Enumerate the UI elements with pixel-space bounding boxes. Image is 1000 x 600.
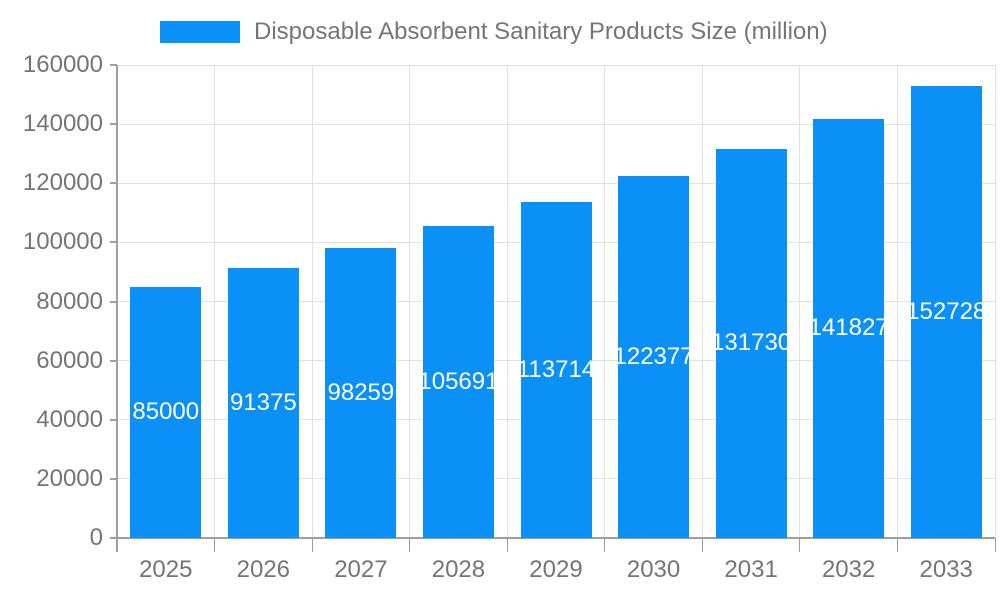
x-axis-tick <box>604 538 606 552</box>
bar <box>910 86 982 538</box>
y-axis-tick <box>110 359 117 362</box>
x-axis-tick <box>311 538 313 552</box>
y-axis-tick <box>110 241 117 244</box>
x-axis-tick <box>994 538 996 552</box>
x-tick-label: 2029 <box>529 556 583 583</box>
y-tick-label: 20000 <box>36 464 103 492</box>
bar-value-label: 152728 <box>906 298 987 326</box>
bar-value-label: 85000 <box>132 398 200 426</box>
gridline-vertical <box>506 65 508 538</box>
bar <box>422 225 494 538</box>
y-axis-tick <box>110 182 117 185</box>
bar <box>520 201 592 538</box>
x-axis-tick <box>799 538 801 552</box>
x-tick-label: 2032 <box>821 556 876 583</box>
bar <box>813 118 885 538</box>
bar-value-label: 113714 <box>516 355 596 383</box>
x-axis-tick <box>214 538 216 552</box>
y-tick-label: 160000 <box>22 51 103 78</box>
gridline-vertical <box>701 65 703 538</box>
x-axis-tick <box>506 538 508 552</box>
gridline-horizontal <box>117 123 995 125</box>
y-tick-label: 60000 <box>36 346 103 374</box>
x-tick-label: 2028 <box>431 556 486 583</box>
bar <box>325 247 397 538</box>
x-tick-label: 2027 <box>334 556 388 583</box>
y-axis-line <box>116 65 118 552</box>
x-tick-label: 2026 <box>236 556 291 583</box>
x-tick-label: 2030 <box>626 556 681 583</box>
y-axis-tick <box>110 123 117 126</box>
bar <box>715 148 787 538</box>
y-axis-tick <box>110 477 117 480</box>
bar <box>618 176 690 538</box>
bar-value-label: 91375 <box>229 388 297 416</box>
y-tick-label: 80000 <box>36 287 103 315</box>
x-tick-label: 2025 <box>139 556 193 583</box>
bar <box>227 267 299 538</box>
gridline-vertical <box>311 65 313 538</box>
bar-value-label: 105691 <box>418 367 499 395</box>
y-axis-tick <box>110 300 117 303</box>
y-axis-tick <box>110 418 117 421</box>
gridline-vertical <box>994 65 996 538</box>
y-tick-label: 100000 <box>22 228 103 256</box>
bar-value-label: 122377 <box>613 343 694 371</box>
gridline-horizontal <box>117 182 995 184</box>
bar <box>130 286 202 538</box>
bar-value-label: 98259 <box>327 378 395 406</box>
y-tick-label: 40000 <box>36 405 103 433</box>
gridline-vertical <box>896 65 898 538</box>
x-axis-line <box>110 537 995 539</box>
gridline-vertical <box>409 65 411 538</box>
x-axis-tick <box>701 538 703 552</box>
x-axis-tick <box>896 538 898 552</box>
y-axis-tick <box>110 64 117 66</box>
x-tick-label: 2031 <box>724 556 778 583</box>
gridline-vertical <box>799 65 801 538</box>
y-tick-label: 120000 <box>22 169 103 197</box>
x-tick-label: 2033 <box>919 556 973 583</box>
y-tick-label: 0 <box>89 524 103 551</box>
x-axis-tick <box>409 538 411 552</box>
y-tick-label: 140000 <box>22 110 103 138</box>
gridline-vertical <box>604 65 606 538</box>
bar-value-label: 141827 <box>808 314 889 342</box>
gridline-horizontal <box>117 64 995 66</box>
gridline-vertical <box>214 65 216 538</box>
bar-value-label: 131730 <box>711 329 792 357</box>
legend-swatch <box>160 21 240 43</box>
legend-label: Disposable Absorbent Sanitary Products S… <box>254 18 828 45</box>
